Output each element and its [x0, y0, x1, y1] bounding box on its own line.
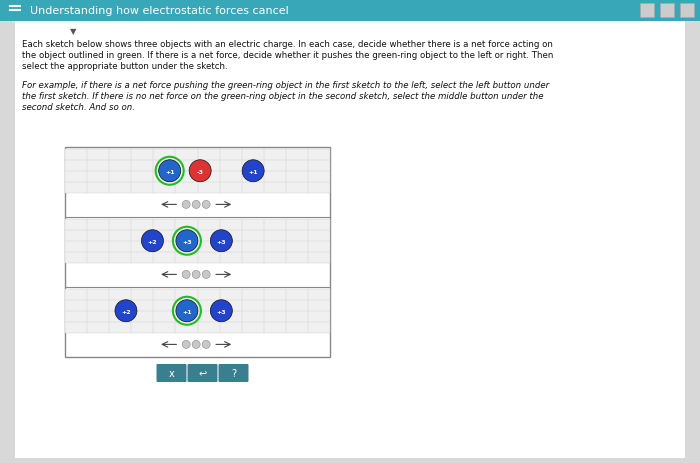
Text: ↩: ↩ [198, 369, 206, 379]
Circle shape [202, 201, 210, 209]
Circle shape [202, 341, 210, 349]
Circle shape [159, 160, 181, 182]
Circle shape [176, 300, 198, 322]
Text: the first sketch. If there is no net force on the green-ring object in the secon: the first sketch. If there is no net for… [22, 92, 543, 101]
Text: Understanding how electrostatic forces cancel: Understanding how electrostatic forces c… [30, 6, 288, 16]
Circle shape [193, 341, 200, 349]
Circle shape [176, 230, 198, 252]
Text: +2: +2 [121, 310, 131, 314]
Text: ▼: ▼ [70, 27, 76, 37]
Text: select the appropriate button under the sketch.: select the appropriate button under the … [22, 62, 228, 71]
FancyBboxPatch shape [660, 4, 674, 18]
Text: -3: -3 [197, 170, 204, 175]
Circle shape [193, 201, 200, 209]
Text: For example, if there is a net force pushing the green-ring object in the first : For example, if there is a net force pus… [22, 81, 549, 90]
FancyBboxPatch shape [65, 150, 330, 193]
Circle shape [182, 341, 190, 349]
Text: x: x [169, 369, 174, 379]
FancyBboxPatch shape [65, 219, 330, 263]
Circle shape [242, 160, 264, 182]
Text: +3: +3 [182, 240, 192, 245]
Text: second sketch. And so on.: second sketch. And so on. [22, 103, 135, 112]
Circle shape [182, 271, 190, 279]
Text: +3: +3 [216, 240, 226, 245]
FancyBboxPatch shape [640, 4, 654, 18]
Circle shape [210, 300, 232, 322]
Circle shape [189, 160, 211, 182]
FancyBboxPatch shape [157, 364, 186, 382]
Circle shape [202, 271, 210, 279]
FancyBboxPatch shape [15, 22, 685, 458]
FancyBboxPatch shape [680, 4, 694, 18]
Text: the object outlined in green. If there is a net force, decide whether it pushes : the object outlined in green. If there i… [22, 51, 554, 60]
Text: Each sketch below shows three objects with an electric charge. In each case, dec: Each sketch below shows three objects wi… [22, 40, 553, 49]
FancyBboxPatch shape [65, 148, 330, 357]
Circle shape [182, 201, 190, 209]
Text: +1: +1 [182, 310, 192, 314]
FancyBboxPatch shape [188, 364, 218, 382]
Circle shape [115, 300, 137, 322]
FancyBboxPatch shape [0, 0, 700, 22]
Circle shape [210, 230, 232, 252]
Text: +3: +3 [216, 310, 226, 314]
Circle shape [193, 271, 200, 279]
Text: +1: +1 [165, 170, 174, 175]
Text: +2: +2 [148, 240, 158, 245]
Circle shape [141, 230, 163, 252]
FancyBboxPatch shape [218, 364, 248, 382]
FancyBboxPatch shape [65, 289, 330, 333]
Text: +1: +1 [248, 170, 258, 175]
Text: ?: ? [231, 369, 236, 379]
